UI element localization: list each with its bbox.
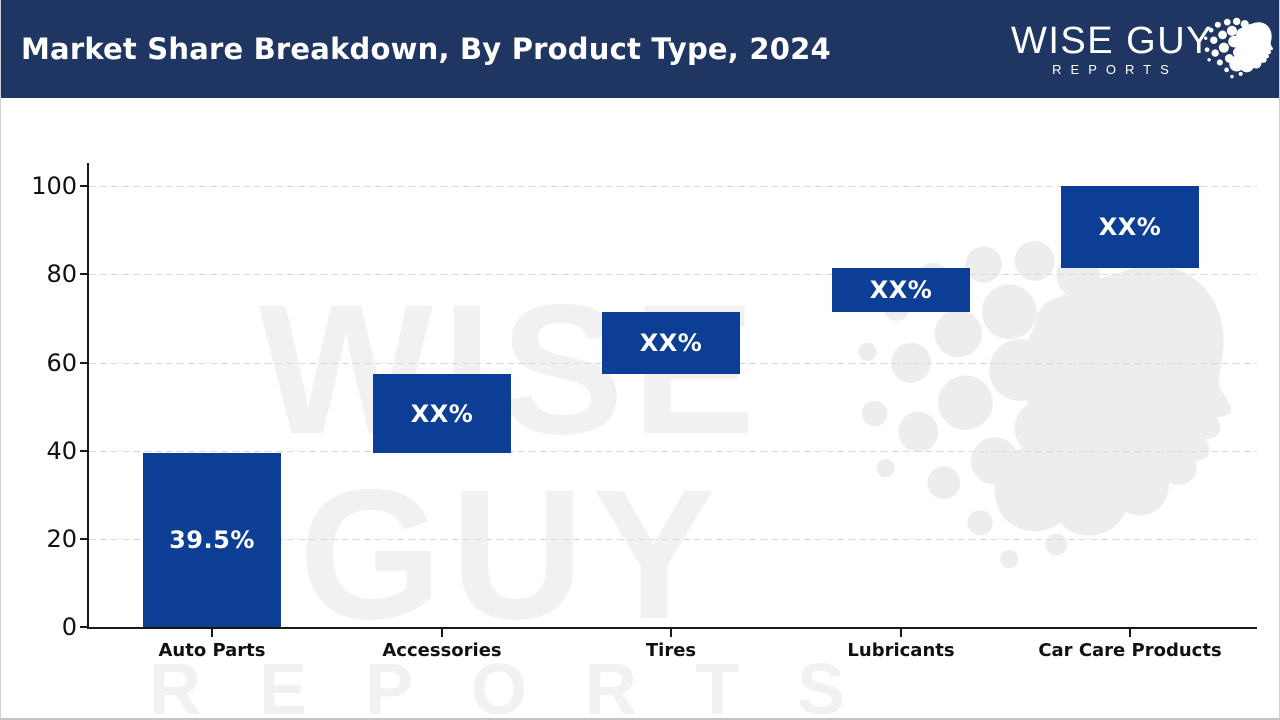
header-bar: Market Share Breakdown, By Product Type,…: [1, 0, 1279, 98]
y-tick: [80, 450, 88, 452]
brand-logo: WISE GUY REPORTS: [1011, 7, 1279, 91]
x-tick: [211, 629, 213, 637]
x-tick-label: Tires: [645, 640, 697, 661]
page-title: Market Share Breakdown, By Product Type,…: [21, 32, 831, 66]
y-tick-label: 20: [46, 525, 77, 553]
bar-value-label: XX%: [1098, 213, 1162, 241]
bar-car-care-products: XX%: [1061, 186, 1199, 268]
bar-lubricants: XX%: [832, 268, 970, 312]
gridline-100: [89, 186, 1257, 187]
bar-tires: XX%: [602, 312, 740, 374]
gridline-20: [89, 539, 1257, 540]
y-tick: [80, 362, 88, 364]
y-tick-label: 80: [46, 260, 77, 288]
bar-value-label: XX%: [410, 399, 474, 428]
logo-text: WISE GUY REPORTS: [1011, 22, 1213, 76]
gridline-40: [89, 451, 1257, 452]
y-tick-label: 0: [61, 613, 77, 641]
y-tick: [80, 273, 88, 275]
bar-value-label: XX%: [639, 329, 703, 357]
bar-value-label: 39.5%: [169, 526, 255, 554]
y-axis: [87, 163, 89, 629]
bar-auto-parts: 39.5%: [143, 453, 281, 627]
x-axis: [87, 627, 1257, 629]
y-tick: [80, 538, 88, 540]
watermark-head-icon: [858, 240, 1231, 569]
x-tick: [670, 629, 672, 637]
logo-wordmark: WISE GUY: [1010, 20, 1213, 62]
y-tick-label: 40: [46, 437, 77, 465]
y-tick: [80, 626, 88, 628]
x-tick: [900, 629, 902, 637]
logo-subtext: REPORTS: [1052, 62, 1178, 77]
logo-head-icon: [1204, 17, 1273, 79]
bar-accessories: XX%: [373, 374, 511, 453]
watermark-subtext: REPORTS: [148, 650, 904, 720]
y-tick-label: 60: [46, 349, 77, 377]
x-tick: [1129, 629, 1131, 637]
x-tick-label: Accessories: [382, 640, 502, 661]
gridline-80: [89, 274, 1257, 275]
y-tick-label: 100: [31, 172, 77, 200]
x-tick-label: Car Care Products: [1038, 640, 1222, 661]
x-tick-label: Lubricants: [847, 640, 955, 661]
bar-value-label: XX%: [869, 276, 933, 304]
x-tick-label: Auto Parts: [158, 640, 266, 661]
x-tick: [441, 629, 443, 637]
y-tick: [80, 185, 88, 187]
